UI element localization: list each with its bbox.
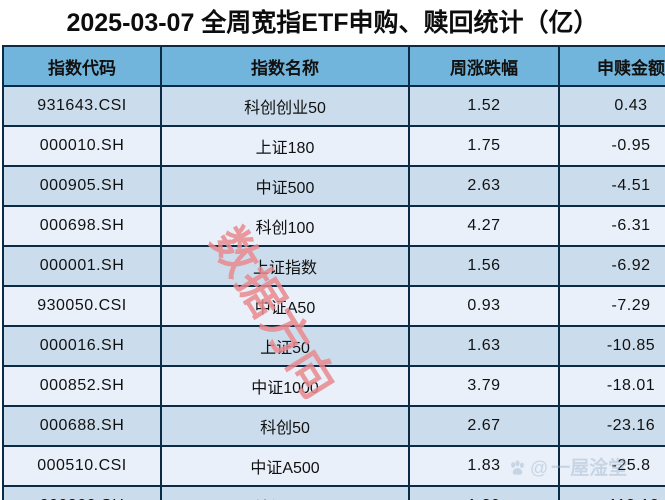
table-row[interactable]: 000852.SH 中证1000 3.79 -18.01 [2, 366, 665, 407]
page-title: 2025-03-07 全周宽指ETF申购、赎回统计（亿） [66, 9, 599, 37]
cell-weekly-change: 1.83 [409, 446, 560, 487]
cell-index-name: 中证500 [161, 166, 410, 207]
cell-index-name: 上证指数 [161, 246, 410, 287]
cell-index-name: 中证1000 [161, 366, 410, 407]
table-row[interactable]: 000905.SH 中证500 2.63 -4.51 [2, 166, 665, 207]
cell-index-code: 930050.CSI [2, 286, 162, 327]
cell-subscription-amount: -18.01 [559, 366, 665, 407]
table-row[interactable]: 930050.CSI 中证A50 0.93 -7.29 [2, 286, 665, 327]
cell-weekly-change: 1.75 [409, 126, 560, 167]
cell-weekly-change: 1.52 [409, 86, 560, 127]
cell-index-code: 000300.SH [2, 486, 162, 500]
column-header-index-name[interactable]: 指数名称 [161, 45, 410, 87]
cell-index-code: 000510.CSI [2, 446, 162, 487]
cell-weekly-change: 1.39 [409, 486, 560, 500]
cell-index-code: 000905.SH [2, 166, 162, 207]
table-row[interactable]: 000698.SH 科创100 4.27 -6.31 [2, 206, 665, 247]
cell-weekly-change: 0.93 [409, 286, 560, 327]
cell-index-name: 上证180 [161, 126, 410, 167]
column-header-subscription-amount[interactable]: 申赎金额 [559, 45, 665, 87]
table-row[interactable]: 000688.SH 科创50 2.67 -23.16 [2, 406, 665, 447]
cell-subscription-amount: -10.85 [559, 326, 665, 367]
column-header-weekly-change[interactable]: 周涨跌幅 [409, 45, 560, 87]
cell-index-name: 沪深300 [161, 486, 410, 500]
cell-subscription-amount: -0.95 [559, 126, 665, 167]
cell-index-name: 科创创业50 [161, 86, 410, 127]
cell-index-code: 000698.SH [2, 206, 162, 247]
cell-weekly-change: 1.63 [409, 326, 560, 367]
cell-weekly-change: 1.56 [409, 246, 560, 287]
table-row[interactable]: 000510.CSI 中证A500 1.83 -25.8 [2, 446, 665, 487]
cell-subscription-amount: -113.12 [559, 486, 665, 500]
cell-subscription-amount: -4.51 [559, 166, 665, 207]
cell-weekly-change: 3.79 [409, 366, 560, 407]
etf-statistics-table: 指数代码 指数名称 周涨跌幅 申赎金额 931643.CSI 科创创业50 1.52… [2, 45, 665, 500]
cell-index-code: 000016.SH [2, 326, 162, 367]
table-row[interactable]: 000016.SH 上证50 1.63 -10.85 [2, 326, 665, 367]
cell-subscription-amount: -6.92 [559, 246, 665, 287]
cell-index-code: 000010.SH [2, 126, 162, 167]
cell-index-name: 科创50 [161, 406, 410, 447]
table-row[interactable]: 931643.CSI 科创创业50 1.52 0.43 [2, 86, 665, 127]
cell-index-name: 中证A500 [161, 446, 410, 487]
table-row[interactable]: 000300.SH沪深3001.39-113.12 [2, 486, 665, 500]
cell-weekly-change: 2.63 [409, 166, 560, 207]
table-body: 931643.CSI 科创创业50 1.52 0.43 000010.SH 上证180 1.… [2, 86, 665, 500]
cell-index-code: 000688.SH [2, 406, 162, 447]
cell-weekly-change: 4.27 [409, 206, 560, 247]
cell-index-name: 上证50 [161, 326, 410, 367]
table-row[interactable]: 000001.SH 上证指数 1.56 -6.92 [2, 246, 665, 287]
cell-index-name: 中证A50 [161, 286, 410, 327]
column-header-index-code[interactable]: 指数代码 [2, 45, 162, 87]
cell-index-name: 科创100 [161, 206, 410, 247]
cell-subscription-amount: -7.29 [559, 286, 665, 327]
cell-subscription-amount: -23.16 [559, 406, 665, 447]
cell-subscription-amount: -6.31 [559, 206, 665, 247]
cell-index-code: 000852.SH [2, 366, 162, 407]
cell-index-code: 931643.CSI [2, 86, 162, 127]
statistics-table-container: 指数代码 指数名称 周涨跌幅 申赎金额 931643.CSI 科创创业50 1.52… [0, 45, 665, 500]
cell-subscription-amount: -25.8 [559, 446, 665, 487]
table-row[interactable]: 000010.SH 上证180 1.75 -0.95 [2, 126, 665, 167]
cell-weekly-change: 2.67 [409, 406, 560, 447]
table-header-row: 指数代码 指数名称 周涨跌幅 申赎金额 [2, 45, 665, 87]
table-header: 指数代码 指数名称 周涨跌幅 申赎金额 [2, 45, 665, 87]
cell-subscription-amount: 0.43 [559, 86, 665, 127]
cell-index-code: 000001.SH [2, 246, 162, 287]
